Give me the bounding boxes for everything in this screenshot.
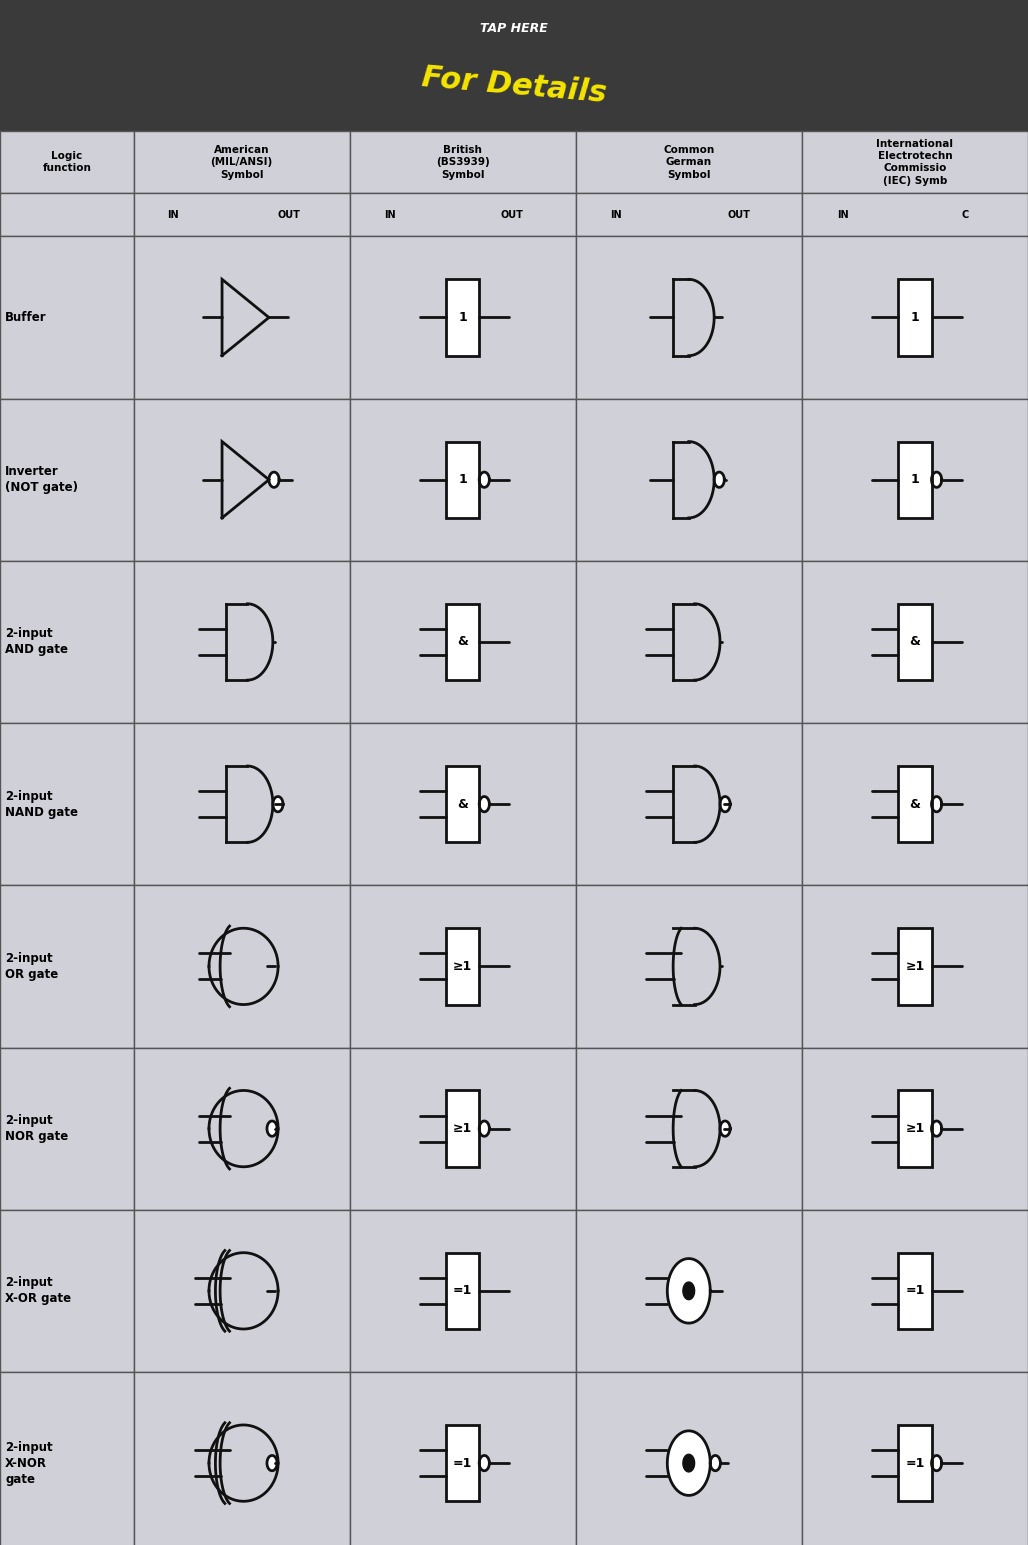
Text: IN: IN	[167, 210, 178, 219]
Bar	[576, 885, 802, 1048]
Text: 1: 1	[458, 473, 467, 487]
Bar	[898, 1253, 931, 1329]
Bar	[446, 604, 479, 680]
Text: =1: =1	[453, 1457, 472, 1469]
Polygon shape	[931, 797, 942, 811]
Bar	[350, 561, 576, 723]
Bar	[350, 885, 576, 1048]
Bar	[576, 1372, 802, 1545]
Bar	[0, 1048, 134, 1210]
Bar	[898, 766, 931, 842]
Polygon shape	[267, 1122, 278, 1136]
Bar	[350, 1210, 576, 1372]
Polygon shape	[267, 1455, 278, 1471]
Polygon shape	[931, 1122, 942, 1136]
Bar	[802, 131, 1028, 193]
Text: ≥1: ≥1	[906, 959, 924, 973]
Bar	[802, 1372, 1028, 1545]
Bar	[576, 193, 802, 236]
Text: IN: IN	[837, 210, 848, 219]
Text: 1: 1	[911, 311, 919, 324]
Bar	[576, 1048, 802, 1210]
Text: International
Electrotechn
Commissio
(IEC) Symb: International Electrotechn Commissio (IE…	[877, 139, 953, 185]
Text: 2-input
X-OR gate: 2-input X-OR gate	[5, 1276, 71, 1306]
Bar	[134, 193, 350, 236]
Bar	[576, 399, 802, 561]
Text: OUT: OUT	[278, 210, 300, 219]
Bar	[446, 1091, 479, 1166]
Bar	[134, 561, 350, 723]
Text: OUT: OUT	[501, 210, 524, 219]
Bar	[0, 723, 134, 885]
Text: American
(MIL/ANSI)
Symbol: American (MIL/ANSI) Symbol	[211, 145, 272, 179]
Bar	[898, 1424, 931, 1502]
Polygon shape	[683, 1282, 695, 1299]
Bar	[802, 561, 1028, 723]
Bar	[802, 1210, 1028, 1372]
Bar	[0, 1210, 134, 1372]
Text: OUT: OUT	[727, 210, 750, 219]
Bar	[0, 1372, 134, 1545]
Text: 1: 1	[911, 473, 919, 487]
Bar	[0, 399, 134, 561]
Bar	[134, 1048, 350, 1210]
Bar	[350, 193, 576, 236]
Text: &: &	[910, 797, 920, 811]
Bar	[576, 131, 802, 193]
Bar	[350, 399, 576, 561]
Bar	[576, 1210, 802, 1372]
Polygon shape	[720, 1122, 730, 1136]
Bar	[350, 723, 576, 885]
Bar	[0, 131, 134, 193]
Bar	[446, 929, 479, 1004]
Bar	[134, 1210, 350, 1372]
Text: =1: =1	[453, 1284, 472, 1298]
Bar	[802, 399, 1028, 561]
Bar	[576, 723, 802, 885]
Polygon shape	[479, 1122, 489, 1136]
Text: For Details: For Details	[420, 63, 608, 108]
Text: British
(BS3939)
Symbol: British (BS3939) Symbol	[436, 145, 489, 179]
Polygon shape	[479, 473, 489, 487]
Text: C: C	[961, 210, 968, 219]
Bar	[446, 280, 479, 355]
Text: IN: IN	[384, 210, 396, 219]
Text: ≥1: ≥1	[906, 1122, 924, 1136]
Bar	[134, 399, 350, 561]
Text: IN: IN	[611, 210, 622, 219]
Bar	[446, 1253, 479, 1329]
Bar	[350, 1048, 576, 1210]
Polygon shape	[272, 797, 283, 811]
Text: Common
German
Symbol: Common German Symbol	[663, 145, 714, 179]
Text: ≥1: ≥1	[453, 1122, 472, 1136]
Bar	[134, 723, 350, 885]
Bar	[134, 885, 350, 1048]
Bar	[898, 929, 931, 1004]
Polygon shape	[683, 1454, 695, 1472]
Text: 2-input
OR gate: 2-input OR gate	[5, 952, 59, 981]
Polygon shape	[667, 1259, 710, 1323]
Bar	[350, 1372, 576, 1545]
Polygon shape	[931, 1455, 942, 1471]
Polygon shape	[667, 1431, 710, 1496]
Bar	[350, 131, 576, 193]
Text: =1: =1	[906, 1284, 924, 1298]
Text: &: &	[910, 635, 920, 649]
Bar	[0, 885, 134, 1048]
Text: Logic
function: Logic function	[42, 151, 91, 173]
Bar	[898, 280, 931, 355]
Bar	[0, 236, 134, 399]
Bar	[802, 193, 1028, 236]
Bar	[0, 193, 134, 236]
Text: &: &	[457, 797, 468, 811]
Text: Buffer: Buffer	[5, 311, 46, 324]
Text: ≥1: ≥1	[453, 959, 472, 973]
Bar	[350, 236, 576, 399]
Bar	[898, 1091, 931, 1166]
Text: 2-input
NOR gate: 2-input NOR gate	[5, 1114, 69, 1143]
Polygon shape	[269, 473, 279, 487]
Bar	[446, 766, 479, 842]
Bar	[802, 885, 1028, 1048]
Bar	[134, 236, 350, 399]
Polygon shape	[931, 473, 942, 487]
